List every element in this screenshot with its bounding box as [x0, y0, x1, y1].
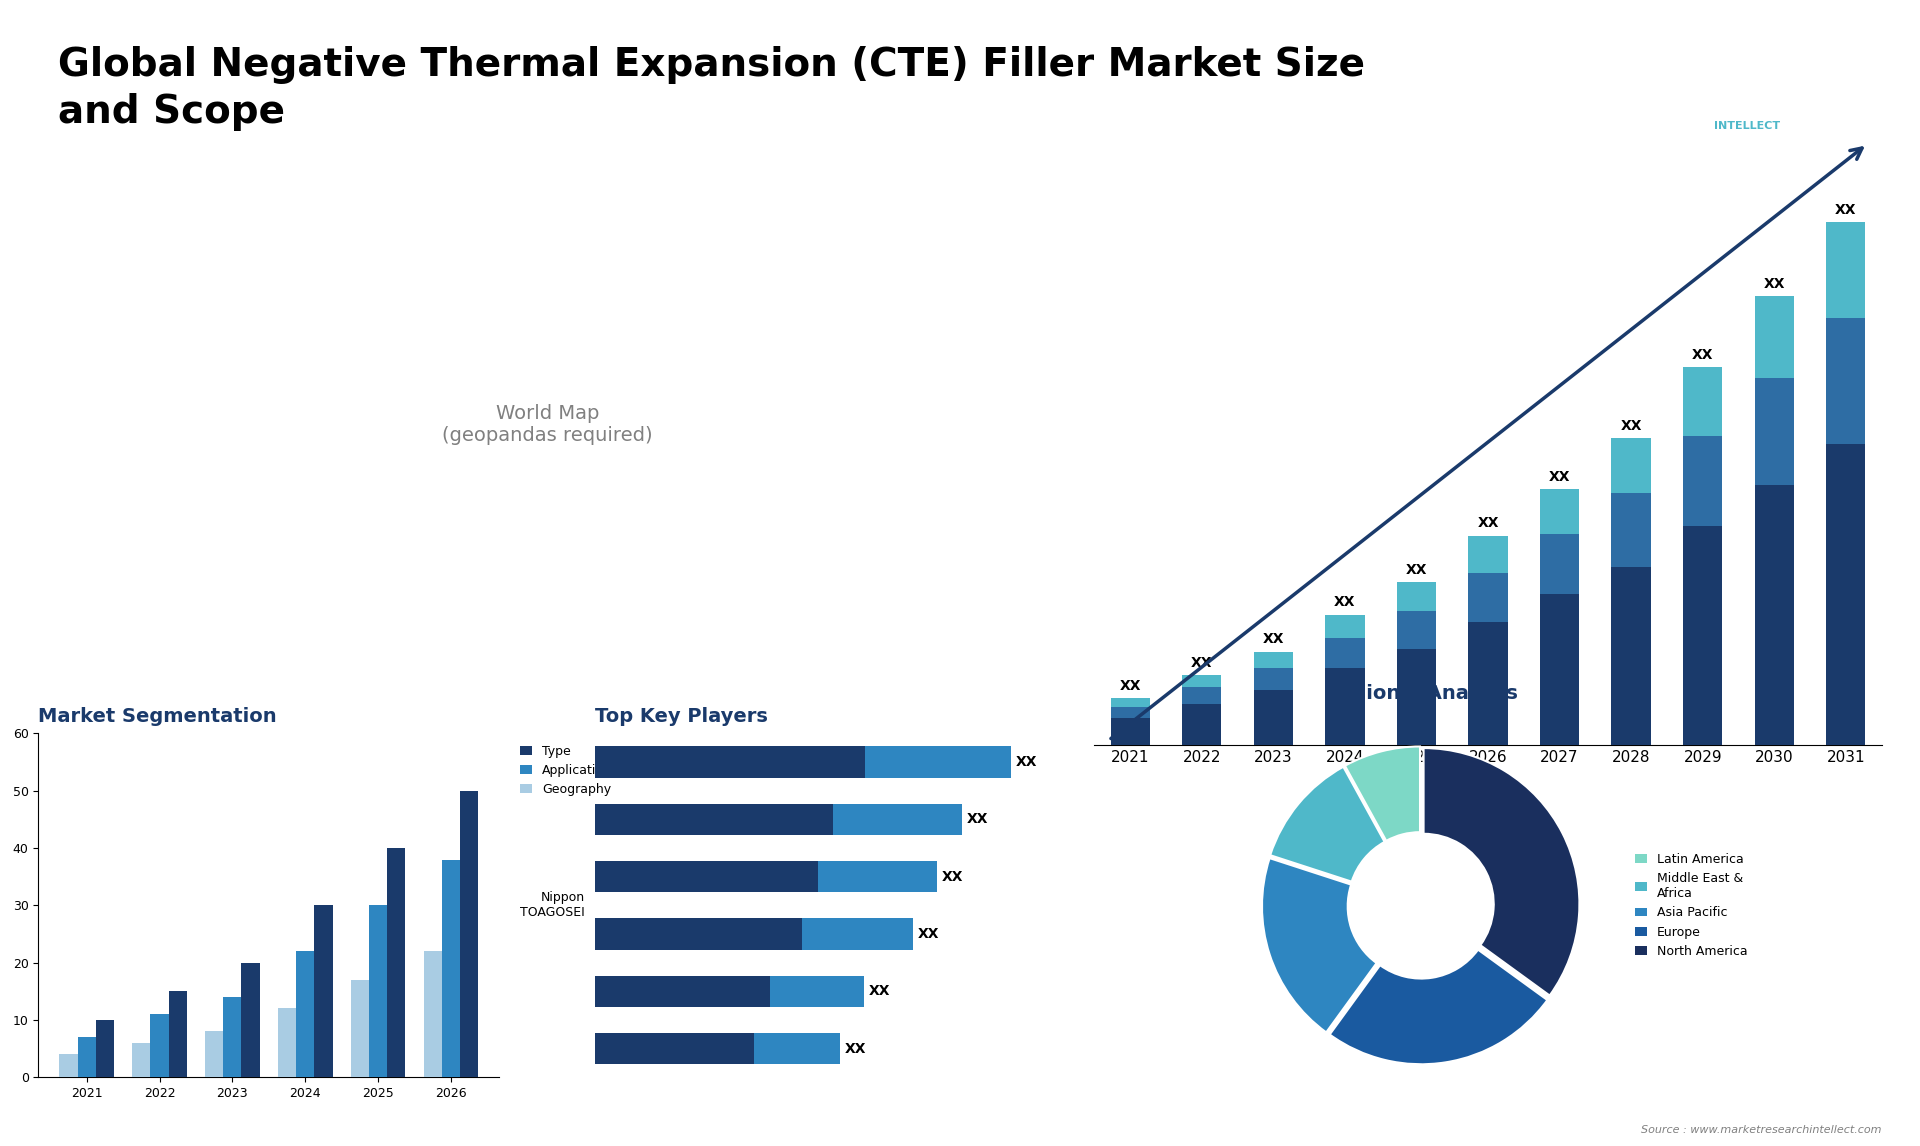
Bar	[1110, 707, 1150, 717]
Bar	[1469, 622, 1507, 745]
Bar	[315, 905, 332, 1077]
Text: Source : www.marketresearchintellect.com: Source : www.marketresearchintellect.com	[1642, 1124, 1882, 1135]
Bar	[833, 803, 962, 835]
Bar	[595, 746, 866, 778]
Bar	[595, 861, 818, 893]
Bar	[595, 1033, 755, 1065]
Bar	[755, 1033, 839, 1065]
Bar	[1611, 493, 1651, 567]
Wedge shape	[1423, 748, 1580, 996]
Text: XX: XX	[1263, 633, 1284, 646]
Bar	[1684, 526, 1722, 745]
Text: XX: XX	[1549, 470, 1571, 484]
Bar	[1254, 668, 1292, 690]
Bar	[150, 1014, 169, 1077]
Text: XX: XX	[1692, 348, 1713, 362]
Text: XX: XX	[918, 927, 939, 941]
Text: INTELLECT: INTELLECT	[1715, 121, 1780, 131]
Bar	[1611, 567, 1651, 745]
Bar	[424, 951, 442, 1077]
Text: World Map
(geopandas required): World Map (geopandas required)	[442, 403, 653, 445]
Text: XX: XX	[1620, 419, 1642, 433]
Bar	[77, 1037, 96, 1077]
Text: XX: XX	[1763, 276, 1786, 291]
Text: XX: XX	[966, 813, 989, 826]
Title: Regional Analysis: Regional Analysis	[1325, 684, 1517, 704]
Bar	[1254, 690, 1292, 745]
Text: XX: XX	[1476, 516, 1500, 531]
Bar	[1396, 611, 1436, 649]
Bar	[1325, 668, 1365, 745]
Bar	[205, 1031, 223, 1077]
Bar	[296, 951, 315, 1077]
Text: XX: XX	[1334, 596, 1356, 610]
Bar	[132, 1043, 150, 1077]
Bar	[223, 997, 242, 1077]
Bar	[595, 803, 833, 835]
Bar	[461, 791, 478, 1077]
Text: Market Segmentation: Market Segmentation	[38, 707, 276, 727]
Bar	[1183, 688, 1221, 704]
Bar	[595, 918, 803, 950]
Bar	[1110, 698, 1150, 707]
Bar	[818, 861, 937, 893]
Text: XX: XX	[845, 1042, 866, 1055]
Bar	[442, 860, 461, 1077]
Text: XX: XX	[1119, 678, 1140, 693]
Bar	[1540, 595, 1580, 745]
Text: XX: XX	[943, 870, 964, 884]
Bar	[1611, 439, 1651, 493]
Bar	[1755, 378, 1793, 485]
Bar	[1183, 675, 1221, 688]
Bar	[351, 980, 369, 1077]
Text: XX: XX	[1836, 203, 1857, 217]
Text: XX: XX	[1190, 656, 1213, 669]
Bar	[169, 991, 186, 1077]
Text: Global Negative Thermal Expansion (CTE) Filler Market Size
and Scope: Global Negative Thermal Expansion (CTE) …	[58, 46, 1365, 131]
Bar	[803, 918, 912, 950]
Bar	[60, 1054, 77, 1077]
Bar	[1826, 222, 1866, 319]
Bar	[770, 975, 864, 1007]
Bar	[1684, 368, 1722, 435]
Bar	[1684, 435, 1722, 526]
Bar	[1396, 582, 1436, 611]
Text: Top Key Players: Top Key Players	[595, 707, 768, 727]
Bar	[1183, 704, 1221, 745]
Bar	[1540, 534, 1580, 595]
Bar	[1254, 652, 1292, 668]
Bar	[1110, 717, 1150, 745]
Bar	[242, 963, 259, 1077]
Bar	[1325, 638, 1365, 668]
Bar	[1469, 573, 1507, 622]
Wedge shape	[1331, 950, 1548, 1065]
Wedge shape	[1261, 858, 1377, 1033]
Legend: Type, Application, Geography: Type, Application, Geography	[515, 739, 616, 801]
Text: XX: XX	[1016, 755, 1037, 769]
Bar	[1469, 535, 1507, 573]
Bar	[1325, 615, 1365, 638]
Bar	[1826, 444, 1866, 745]
Wedge shape	[1344, 746, 1421, 841]
Text: Nippon
TOAGOSEI: Nippon TOAGOSEI	[520, 892, 584, 919]
Text: RESEARCH: RESEARCH	[1715, 93, 1780, 102]
Bar	[278, 1008, 296, 1077]
Legend: Latin America, Middle East &
Africa, Asia Pacific, Europe, North America: Latin America, Middle East & Africa, Asi…	[1630, 848, 1753, 963]
Text: XX: XX	[1405, 563, 1427, 576]
Bar	[1396, 649, 1436, 745]
Bar	[369, 905, 388, 1077]
Text: MARKET: MARKET	[1720, 64, 1774, 73]
Bar	[96, 1020, 113, 1077]
Text: XX: XX	[870, 984, 891, 998]
Bar	[1755, 485, 1793, 745]
Bar	[1755, 296, 1793, 378]
Bar	[1540, 489, 1580, 534]
Bar	[595, 975, 770, 1007]
Bar	[866, 746, 1010, 778]
Bar	[388, 848, 405, 1077]
Bar	[1826, 319, 1866, 444]
Wedge shape	[1271, 767, 1384, 881]
